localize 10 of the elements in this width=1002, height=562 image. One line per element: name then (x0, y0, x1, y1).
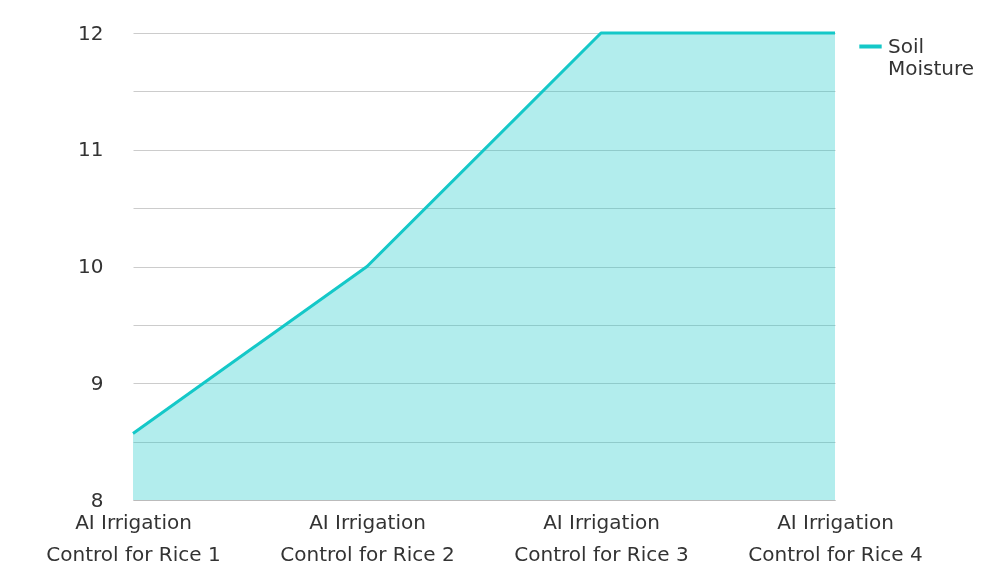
x-tick-label: AI Irrigation Control for Rice 3 (514, 509, 689, 562)
y-tick-label: 12 (78, 20, 104, 45)
x-tick-label: AI Irrigation Control for Rice 4 (748, 509, 923, 562)
legend-label: Soil Moisture (888, 33, 975, 80)
y-tick-label: 8 (90, 487, 104, 512)
x-tick-label: AI Irrigation Control for Rice 1 (46, 509, 221, 562)
x-tick-label: AI Irrigation Control for Rice 2 (280, 509, 455, 562)
y-tick-label: 9 (90, 370, 104, 395)
y-tick-label: 10 (78, 254, 104, 278)
y-tick-label: 11 (78, 137, 104, 162)
